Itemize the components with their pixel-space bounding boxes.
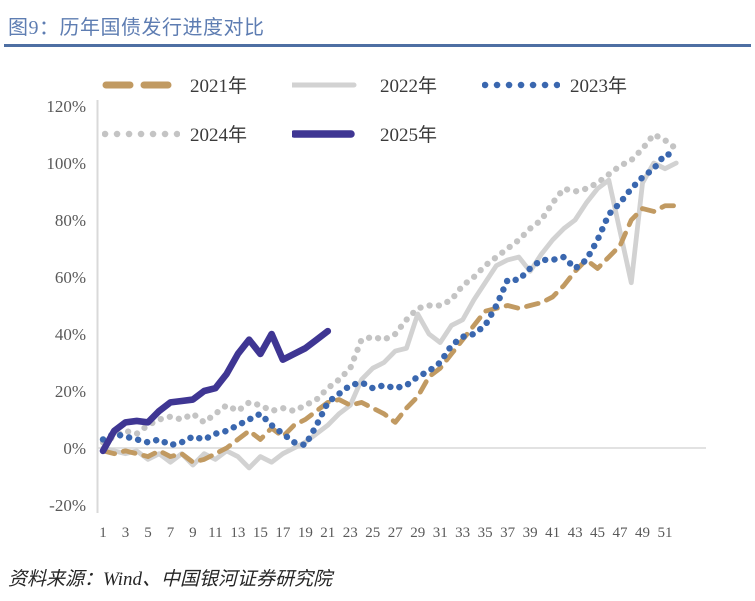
legend-item-2022年: 2022年	[292, 71, 482, 98]
source-note: 资料来源：Wind、中国银河证券研究院	[8, 569, 333, 590]
x-tick-label: 25	[365, 525, 380, 541]
legend-item-2023年: 2023年	[482, 71, 672, 98]
x-tick-label: 43	[568, 525, 583, 541]
x-tick-label: 1	[99, 525, 107, 541]
legend-item-2024年: 2024年	[102, 120, 292, 147]
chart-legend: 2021年 2022年 2023年 2024年 2025年	[0, 60, 755, 158]
x-tick-label: 37	[500, 525, 516, 541]
legend-swatch-icon	[292, 82, 357, 87]
y-tick-label: 40%	[55, 325, 86, 344]
x-tick-label: 21	[320, 525, 335, 541]
legend-label-2023年: 2023年	[570, 76, 628, 97]
x-tick-label: 51	[658, 525, 673, 541]
legend-item-2021年: 2021年	[102, 71, 292, 98]
legend-item-2025年: 2025年	[292, 120, 482, 147]
x-tick-label: 47	[613, 525, 629, 541]
legend-swatch-icon	[292, 129, 355, 138]
x-tick-label: 23	[343, 525, 358, 541]
series-line-2022年	[100, 160, 679, 471]
legend-swatch-icon	[482, 81, 560, 88]
legend-label-2022年: 2022年	[380, 76, 438, 97]
legend-label-2025年: 2025年	[380, 125, 438, 146]
x-tick-label: 15	[253, 525, 268, 541]
x-tick-label: 41	[545, 525, 560, 541]
x-tick-label: 5	[144, 525, 152, 541]
x-tick-label: 39	[523, 525, 538, 541]
series-line-2025年	[99, 327, 332, 455]
legend-row: 2024年 2025年	[0, 109, 755, 158]
x-tick-label: 7	[167, 525, 175, 541]
legend-label-2024年: 2024年	[190, 125, 248, 146]
x-tick-label: 17	[275, 525, 291, 541]
title-separator-line	[4, 44, 751, 47]
y-tick-label: 60%	[55, 268, 86, 287]
legend-row: 2021年 2022年 2023年	[0, 60, 755, 109]
x-tick-label: 45	[590, 525, 605, 541]
y-tick-label: 0%	[63, 439, 86, 458]
x-tick-label: 11	[208, 525, 222, 541]
figure-title: 图9：历年国债发行进度对比	[8, 17, 265, 39]
series-line-2023年	[99, 151, 680, 449]
x-tick-label: 29	[410, 525, 425, 541]
x-tick-label: 33	[455, 525, 470, 541]
x-tick-label: 19	[298, 525, 313, 541]
x-tick-label: 9	[189, 525, 197, 541]
x-tick-label: 3	[122, 525, 130, 541]
x-tick-label: 49	[635, 525, 650, 541]
x-tick-label: 27	[388, 525, 404, 541]
x-tick-label: 31	[433, 525, 448, 541]
series-line-2024年	[99, 131, 680, 446]
y-tick-label: 20%	[55, 382, 86, 401]
y-tick-label: 80%	[55, 211, 86, 230]
y-tick-label: -20%	[49, 496, 86, 515]
x-tick-label: 35	[478, 525, 493, 541]
legend-swatch-icon	[102, 81, 172, 88]
legend-label-2021年: 2021年	[190, 76, 248, 97]
series-line-2021年	[100, 203, 679, 465]
legend-swatch-icon	[102, 130, 180, 137]
x-tick-label: 13	[230, 525, 245, 541]
